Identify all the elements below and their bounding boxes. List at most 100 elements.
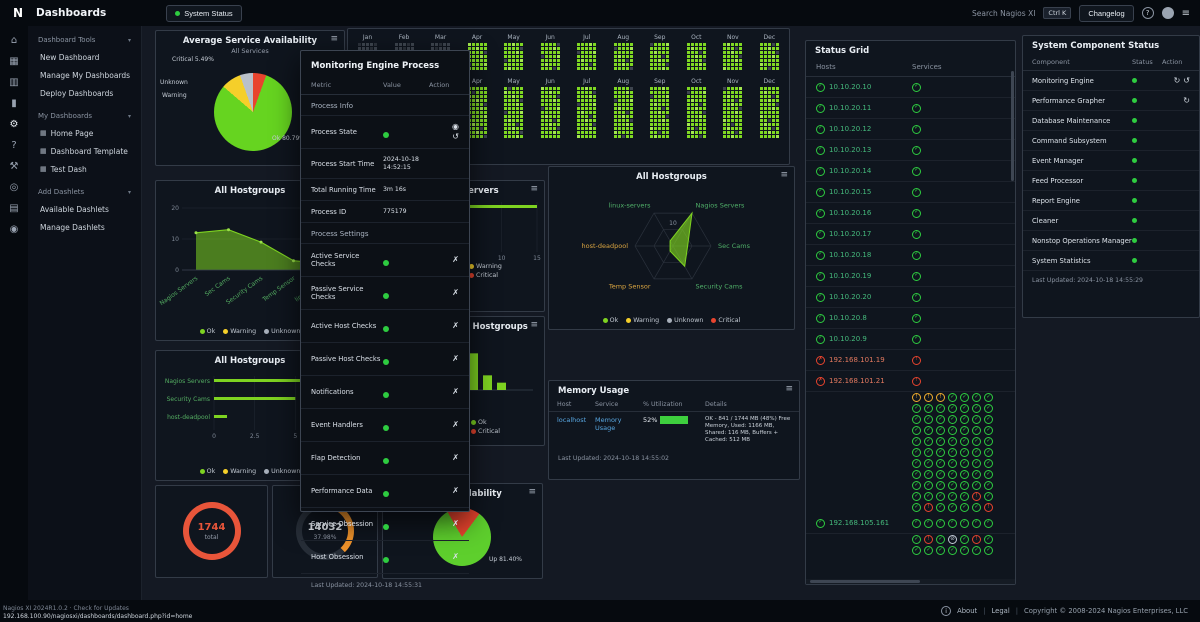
user-avatar-icon[interactable] [1161, 7, 1174, 19]
service-status-icon[interactable]: ! [984, 503, 993, 512]
panel-menu-icon[interactable]: ≡ [530, 184, 538, 194]
host-link[interactable]: 10.10.20.18 [829, 251, 872, 259]
sidebar-item-dashboard-template[interactable]: ▦ Dashboard Template [28, 142, 141, 160]
service-status-icon[interactable]: ✓ [912, 535, 921, 544]
service-status-icon[interactable]: ✓ [960, 415, 969, 424]
service-status-icon[interactable]: ✓ [924, 459, 933, 468]
service-status-icon[interactable]: ✓ [960, 426, 969, 435]
nagios-logo[interactable]: N [12, 6, 24, 20]
service-status-icon[interactable]: ✓ [912, 271, 921, 281]
service-status-icon[interactable]: ✓ [948, 518, 957, 528]
service-status-icon[interactable]: ✓ [948, 437, 957, 446]
panel-menu-icon[interactable]: ≡ [780, 170, 788, 180]
service-status-icon[interactable]: ✓ [936, 503, 945, 512]
service-status-icon[interactable]: ✓ [936, 426, 945, 435]
service-status-icon[interactable]: ✓ [972, 481, 981, 490]
service-status-icon[interactable]: ✓ [972, 470, 981, 479]
service-status-icon[interactable]: ✓ [972, 459, 981, 468]
panel-menu-icon[interactable]: ≡ [330, 34, 338, 44]
service-status-icon[interactable]: ✓ [912, 82, 921, 92]
footer-link-legal[interactable]: Legal [991, 607, 1010, 615]
search-trigger[interactable]: Search Nagios XI [971, 8, 1036, 18]
service-status-icon[interactable]: ! [972, 535, 981, 544]
service-status-icon[interactable]: ✓ [972, 518, 981, 528]
service-status-icon[interactable]: ✓ [912, 459, 921, 468]
service-status-icon[interactable]: ✓ [912, 229, 921, 239]
restart-icon[interactable]: ↻ [1173, 76, 1181, 85]
apps-grid-icon[interactable]: ▦ [9, 56, 19, 67]
service-status-icon[interactable]: ✓ [960, 448, 969, 457]
service-status-icon[interactable]: ✓ [912, 437, 921, 446]
service-status-icon[interactable]: ✓ [984, 470, 993, 479]
service-status-icon[interactable]: ✓ [924, 546, 933, 555]
heatmap-month-grid[interactable] [577, 87, 597, 138]
service-status-icon[interactable]: ✓ [924, 518, 933, 528]
service-status-icon[interactable]: ✓ [948, 426, 957, 435]
service-status-icon[interactable]: ✓ [912, 448, 921, 457]
service-status-icon[interactable]: ✓ [912, 208, 921, 218]
target-icon[interactable]: ◉ [452, 122, 459, 131]
service-status-icon[interactable]: ✓ [912, 292, 921, 302]
sidebar-item-deploy-dashboards[interactable]: Deploy Dashboards [28, 84, 141, 102]
service-status-icon[interactable]: ✓ [912, 546, 921, 555]
reload-icon[interactable]: ↺ [1183, 76, 1190, 85]
service-status-icon[interactable]: ✓ [948, 470, 957, 479]
host-link[interactable]: 10.10.20.16 [829, 209, 872, 217]
host-link[interactable]: localhost [557, 416, 587, 424]
vertical-scrollbar[interactable] [1011, 71, 1014, 572]
host-link[interactable]: 192.168.101.21 [829, 377, 885, 385]
service-status-icon[interactable]: ✓ [912, 250, 921, 260]
heatmap-month-grid[interactable] [504, 43, 524, 70]
service-status-icon[interactable]: ✓ [912, 503, 921, 512]
service-status-icon[interactable]: ✓ [912, 492, 921, 501]
service-status-icon[interactable]: ! [924, 535, 933, 544]
panel-menu-icon[interactable]: ≡ [528, 487, 536, 497]
sidebar-item-home-page[interactable]: ▦ Home Page [28, 124, 141, 142]
panel-menu-icon[interactable]: ≡ [530, 320, 538, 330]
sidebar-item-manage-dashlets[interactable]: Manage Dashlets [28, 218, 141, 236]
service-status-icon[interactable]: ! [972, 492, 981, 501]
tools-icon[interactable]: ⚒ [9, 161, 19, 172]
footer-link-about[interactable]: About [957, 607, 978, 615]
service-status-icon[interactable]: ✓ [960, 393, 969, 402]
service-status-icon[interactable]: ✓ [936, 546, 945, 555]
service-status-icon[interactable]: ✓ [948, 415, 957, 424]
service-status-icon[interactable]: ⊘ [948, 535, 957, 544]
heatmap-month-grid[interactable] [650, 43, 670, 70]
close-icon[interactable]: ✗ [452, 519, 459, 529]
service-status-icon[interactable]: ✓ [912, 426, 921, 435]
service-status-icon[interactable]: ✓ [972, 546, 981, 555]
service-status-icon[interactable]: ✓ [984, 492, 993, 501]
service-status-icon[interactable]: ✓ [972, 415, 981, 424]
service-status-icon[interactable]: ✓ [984, 393, 993, 402]
service-status-icon[interactable]: ✓ [960, 459, 969, 468]
heatmap-month-grid[interactable] [540, 43, 560, 70]
heatmap-month-grid[interactable] [686, 43, 706, 70]
service-status-icon[interactable]: ✓ [912, 187, 921, 197]
settings-gear-icon[interactable]: ⚙ [9, 119, 19, 130]
host-link[interactable]: 10.10.20.20 [829, 293, 872, 301]
service-status-icon[interactable]: ✓ [960, 492, 969, 501]
menu-icon[interactable]: ≡ [1181, 7, 1190, 19]
heatmap-month-grid[interactable] [723, 43, 743, 70]
service-status-icon[interactable]: ✓ [948, 459, 957, 468]
service-status-icon[interactable]: ✓ [948, 546, 957, 555]
service-status-icon[interactable]: ✓ [936, 404, 945, 413]
service-status-icon[interactable]: ✓ [984, 437, 993, 446]
host-link[interactable]: 10.10.20.12 [829, 125, 872, 133]
service-status-icon[interactable]: ✓ [924, 481, 933, 490]
heatmap-month-grid[interactable] [467, 87, 487, 138]
heatmap-month-grid[interactable] [504, 87, 524, 138]
host-link[interactable]: 10.10.20.15 [829, 188, 872, 196]
service-status-icon[interactable]: ✓ [936, 481, 945, 490]
close-icon[interactable]: ✗ [452, 288, 459, 298]
service-status-icon[interactable]: ✓ [912, 404, 921, 413]
scrollbar-thumb[interactable] [810, 580, 920, 583]
service-status-icon[interactable]: ✓ [924, 492, 933, 501]
heatmap-month-grid[interactable] [759, 43, 779, 70]
home-icon[interactable]: ⌂ [10, 35, 18, 46]
service-status-icon[interactable]: ! [912, 355, 921, 365]
service-status-icon[interactable]: ✓ [984, 546, 993, 555]
service-status-icon[interactable]: ✓ [972, 503, 981, 512]
info-icon[interactable]: i [941, 606, 952, 616]
